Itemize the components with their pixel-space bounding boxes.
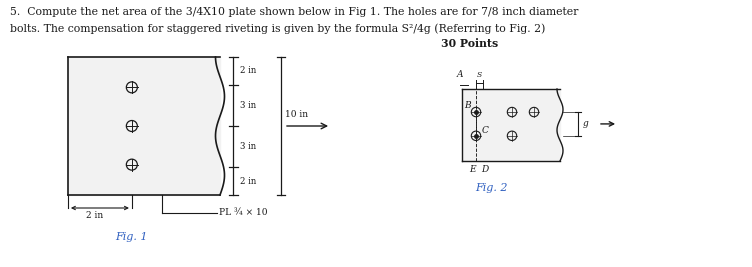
Text: 2 in: 2 in: [240, 66, 256, 75]
Polygon shape: [462, 89, 560, 161]
Text: S: S: [477, 71, 482, 79]
Text: 2 in: 2 in: [86, 211, 104, 220]
Text: A: A: [456, 70, 463, 79]
Polygon shape: [68, 57, 220, 195]
Text: 30 Points: 30 Points: [441, 38, 499, 49]
Text: bolts. The compensation for staggered riveting is given by the formula S²/4g (Re: bolts. The compensation for staggered ri…: [10, 23, 545, 34]
Text: D: D: [481, 165, 489, 174]
Text: PL ¾ × 10: PL ¾ × 10: [220, 208, 268, 217]
Text: 2 in: 2 in: [240, 177, 256, 186]
Text: 3 in: 3 in: [240, 142, 256, 151]
Text: C: C: [482, 126, 489, 135]
Text: Fig. 1: Fig. 1: [116, 232, 148, 242]
Text: 3 in: 3 in: [240, 101, 256, 110]
Text: 10 in: 10 in: [285, 110, 308, 119]
Text: E: E: [468, 165, 475, 174]
Text: 5.  Compute the net area of the 3/4X10 plate shown below in Fig 1. The holes are: 5. Compute the net area of the 3/4X10 pl…: [10, 7, 578, 17]
Text: g: g: [583, 119, 589, 128]
Text: B: B: [464, 101, 471, 110]
Text: Fig. 2: Fig. 2: [475, 183, 508, 193]
